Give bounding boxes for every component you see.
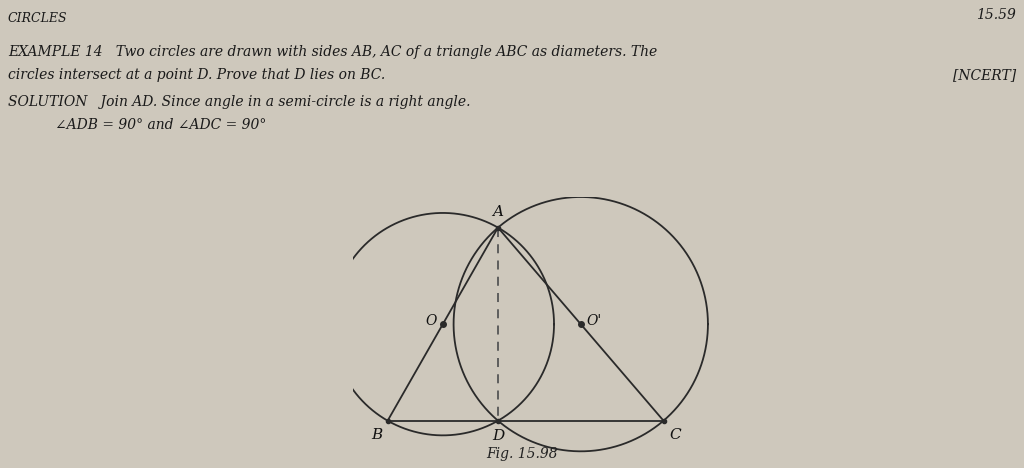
- Text: [NCERT]: [NCERT]: [953, 68, 1016, 82]
- Text: ∠ADB = 90° and ∠ADC = 90°: ∠ADB = 90° and ∠ADC = 90°: [55, 118, 266, 132]
- Text: B: B: [371, 428, 382, 442]
- Text: SOLUTION   Join AD. Since angle in a semi-circle is a right angle.: SOLUTION Join AD. Since angle in a semi-…: [8, 95, 470, 109]
- Text: circles intersect at a point D. Prove that D lies on BC.: circles intersect at a point D. Prove th…: [8, 68, 385, 82]
- Text: EXAMPLE 14   Two circles are drawn with sides AB, AC of a triangle ABC as diamet: EXAMPLE 14 Two circles are drawn with si…: [8, 45, 657, 59]
- Text: O: O: [426, 314, 437, 328]
- Text: C: C: [669, 428, 681, 442]
- Text: A: A: [493, 205, 504, 219]
- Text: D: D: [492, 429, 504, 443]
- Text: CIRCLES: CIRCLES: [8, 12, 68, 25]
- Text: O': O': [587, 314, 601, 328]
- Text: 15.59: 15.59: [976, 8, 1016, 22]
- Text: Fig. 15.98: Fig. 15.98: [486, 447, 558, 461]
